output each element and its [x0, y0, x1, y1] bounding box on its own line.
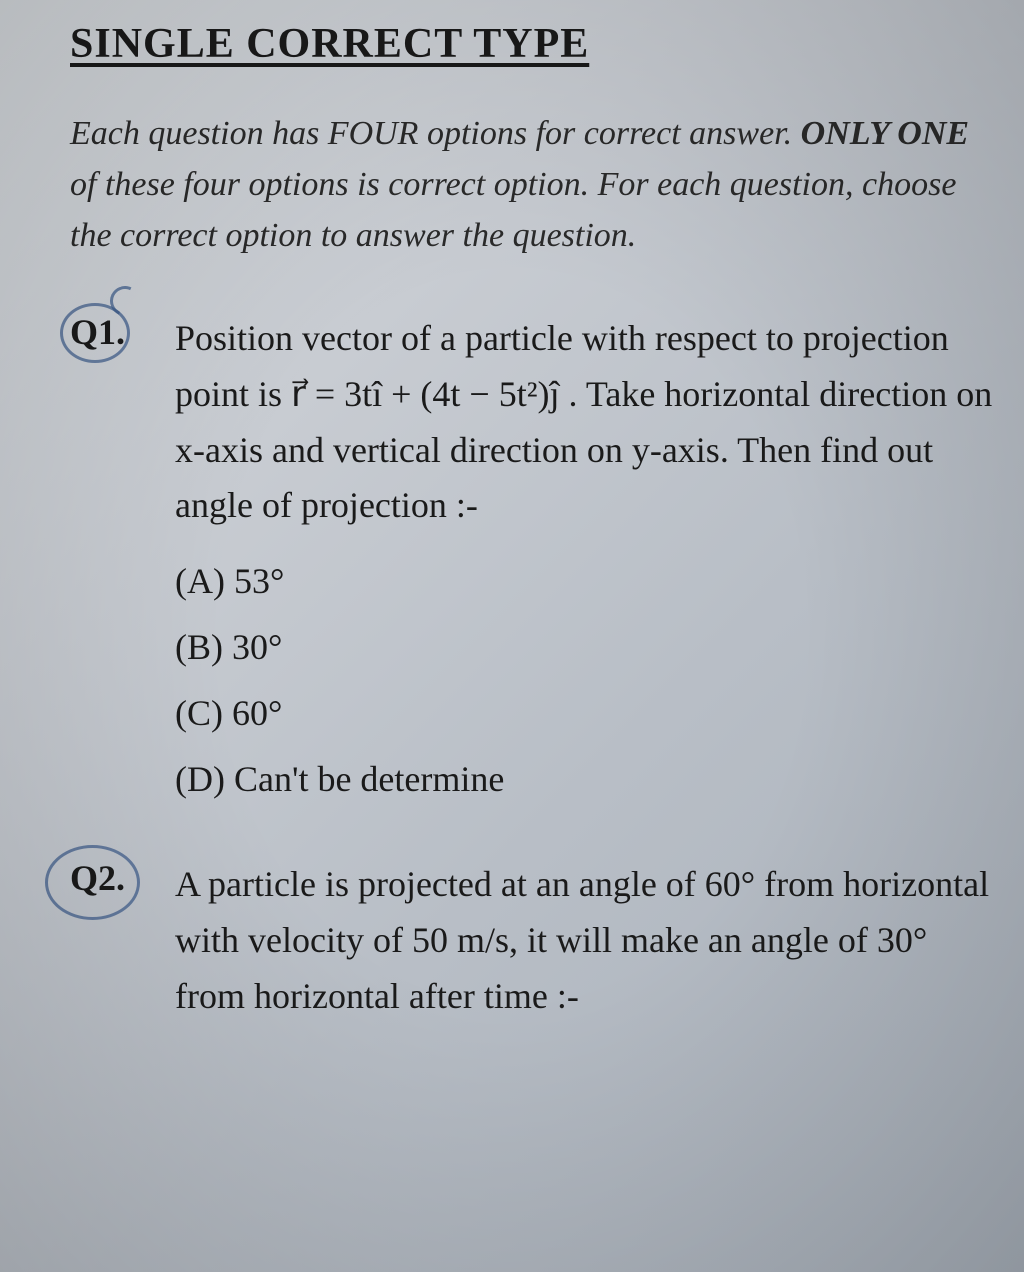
q1-content: Position vector of a particle with respe…: [175, 311, 994, 817]
q2-content: A particle is projected at an angle of 6…: [175, 857, 994, 1044]
q2-text: A particle is projected at an angle of 6…: [175, 857, 994, 1024]
question-2: Q2. A particle is projected at an angle …: [70, 857, 994, 1044]
page-content: SINGLE CORRECT TYPE Each question has FO…: [70, 20, 994, 1045]
pen-circle-icon: [45, 845, 140, 920]
instructions-text-1: Each question has FOUR options for corre…: [70, 115, 801, 152]
question-1: Q1. Position vector of a particle with r…: [70, 311, 994, 817]
q1-option-c: (C) 60°: [175, 686, 994, 742]
instructions-paragraph: Each question has FOUR options for corre…: [70, 108, 994, 261]
q1-number-wrap: Q1.: [70, 311, 175, 817]
q2-number-wrap: Q2.: [70, 857, 175, 1044]
q1-option-b: (B) 30°: [175, 620, 994, 676]
q1-option-d: (D) Can't be determine: [175, 752, 994, 808]
q1-text: Position vector of a particle with respe…: [175, 311, 994, 534]
section-title: SINGLE CORRECT TYPE: [70, 20, 994, 68]
instructions-text-2: of these four options is correct option.…: [70, 166, 956, 254]
q1-equation: r⃗ = 3tî + (4t − 5t²)ĵ: [291, 374, 560, 414]
q1-option-a: (A) 53°: [175, 554, 994, 610]
q1-options: (A) 53° (B) 30° (C) 60° (D) Can't be det…: [175, 554, 994, 807]
instructions-bold: ONLY ONE: [801, 115, 969, 152]
